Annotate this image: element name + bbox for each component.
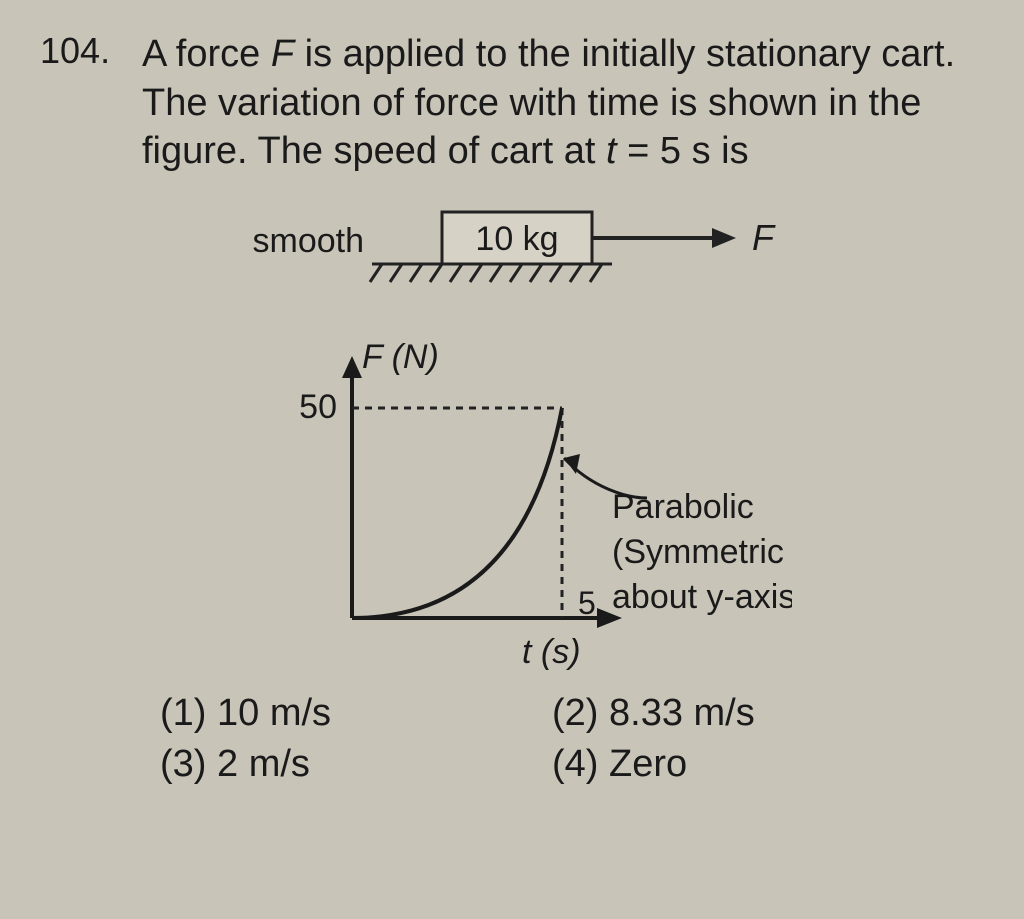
question-number: 104. [40, 30, 130, 72]
question-text: A force F is applied to the initially st… [142, 30, 984, 176]
annotation-line3: about y-axis) [612, 578, 792, 616]
y-tick-50: 50 [299, 388, 337, 426]
qtext-part1: A force [142, 33, 271, 75]
option-1-val: 10 m/s [217, 692, 331, 734]
force-label: F [752, 217, 776, 258]
force-time-graph: F (N) 50 5 Parabolic (Symmetric about y-… [232, 318, 792, 678]
force-symbol: F [271, 33, 294, 75]
option-3-num: (3) [160, 743, 206, 785]
annotation-line2: (Symmetric [612, 533, 784, 571]
option-4-num: (4) [552, 743, 598, 785]
smooth-label: smooth [253, 222, 365, 260]
force-arrow-head [712, 228, 736, 248]
x-axis-label: t (s) [522, 633, 581, 671]
cart-diagram: smooth 10 kg [40, 200, 984, 310]
mass-label: 10 kg [475, 220, 558, 258]
x-tick-5: 5 [578, 585, 596, 621]
question-block: 104. A force F is applied to the initial… [40, 30, 984, 176]
option-3[interactable]: (3) 2 m/s [160, 743, 532, 786]
time-var: t [606, 130, 617, 172]
option-1[interactable]: (1) 10 m/s [160, 692, 532, 735]
option-2[interactable]: (2) 8.33 m/s [552, 692, 924, 735]
option-1-num: (1) [160, 692, 206, 734]
parabolic-curve [352, 408, 562, 618]
cart-svg: smooth 10 kg [232, 200, 792, 310]
ground-hatching [370, 264, 602, 282]
option-4-val: Zero [609, 743, 687, 785]
graph-wrap: F (N) 50 5 Parabolic (Symmetric about y-… [40, 318, 984, 678]
question-page: 104. A force F is applied to the initial… [0, 0, 1024, 816]
option-3-val: 2 m/s [217, 743, 310, 785]
option-2-val: 8.33 m/s [609, 692, 755, 734]
option-4[interactable]: (4) Zero [552, 743, 924, 786]
y-axis-label: F (N) [362, 338, 439, 376]
y-axis-arrow [342, 356, 362, 378]
option-2-num: (2) [552, 692, 598, 734]
annotation-line1: Parabolic [612, 488, 754, 526]
qtext-part3: = 5 s is [617, 130, 749, 172]
options-grid: (1) 10 m/s (2) 8.33 m/s (3) 2 m/s (4) Ze… [40, 692, 984, 786]
